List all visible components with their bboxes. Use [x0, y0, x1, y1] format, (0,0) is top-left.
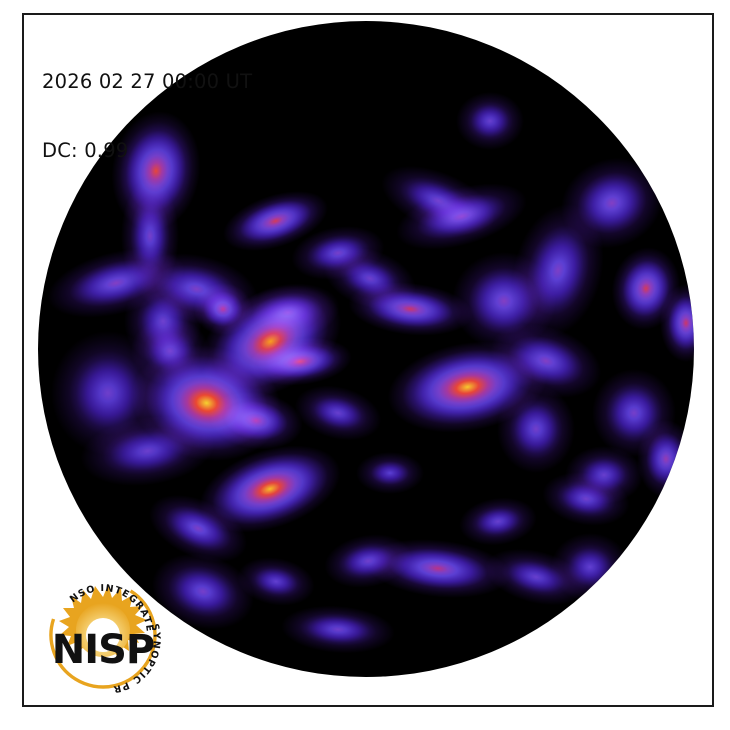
annotation-datetime: 2026 02 27 00:00 UT: [42, 70, 253, 93]
solar-feature: [138, 481, 258, 577]
solar-feature: [537, 465, 635, 533]
annotation-dc: DC: 0.99: [42, 139, 129, 162]
solar-feature: [479, 539, 593, 615]
solar-feature: [592, 368, 676, 458]
solar-feature: [481, 311, 611, 411]
solar-feature: [605, 242, 687, 336]
solar-feature: [456, 492, 540, 550]
plot-frame: 2026 02 27 00:00 UT DC: 0.99: [22, 13, 714, 707]
solar-feature: [205, 386, 307, 456]
solar-feature: [194, 283, 252, 335]
logo-sunburst: [59, 585, 147, 659]
solar-feature: [232, 277, 344, 349]
solar-feature: [120, 331, 292, 475]
solar-feature: [498, 194, 618, 348]
solar-feature: [637, 420, 694, 498]
solar-feature: [319, 527, 417, 595]
solar-feature: [76, 408, 220, 494]
solar-feature: [547, 142, 677, 264]
solar-feature: [456, 92, 524, 150]
solar-feature: [188, 429, 352, 549]
annotation-text: 2026 02 27 00:00 UT DC: 0.99: [42, 24, 252, 208]
solar-feature: [40, 235, 192, 331]
solar-feature: [245, 332, 355, 390]
solar-feature: [131, 317, 209, 385]
solar-feature: [551, 533, 629, 601]
solar-feature: [380, 329, 556, 445]
solar-feature: [50, 330, 166, 456]
solar-feature: [452, 251, 556, 351]
nisp-logo: NISP NSO INTEGRATED SYNOPTIC PROGRAM: [35, 567, 171, 703]
solar-feature: [660, 284, 694, 362]
solar-feature: [279, 601, 397, 657]
solar-feature: [316, 237, 424, 321]
solar-feature: [497, 384, 575, 474]
solar-feature: [288, 377, 388, 449]
solar-feature: [362, 532, 514, 606]
solar-feature: [356, 452, 424, 494]
solar-feature: [345, 276, 475, 342]
nisp-logo-svg: NISP NSO INTEGRATED SYNOPTIC PROGRAM: [35, 567, 161, 695]
solar-feature: [124, 276, 202, 366]
solar-feature: [287, 219, 389, 287]
logo-wordmark: NISP: [52, 627, 154, 673]
solar-feature: [565, 446, 643, 504]
solar-feature: [180, 261, 360, 421]
solar-feature: [127, 242, 265, 336]
solar-feature: [389, 170, 535, 264]
solar-feature: [371, 152, 505, 250]
solar-feature: [233, 551, 319, 611]
